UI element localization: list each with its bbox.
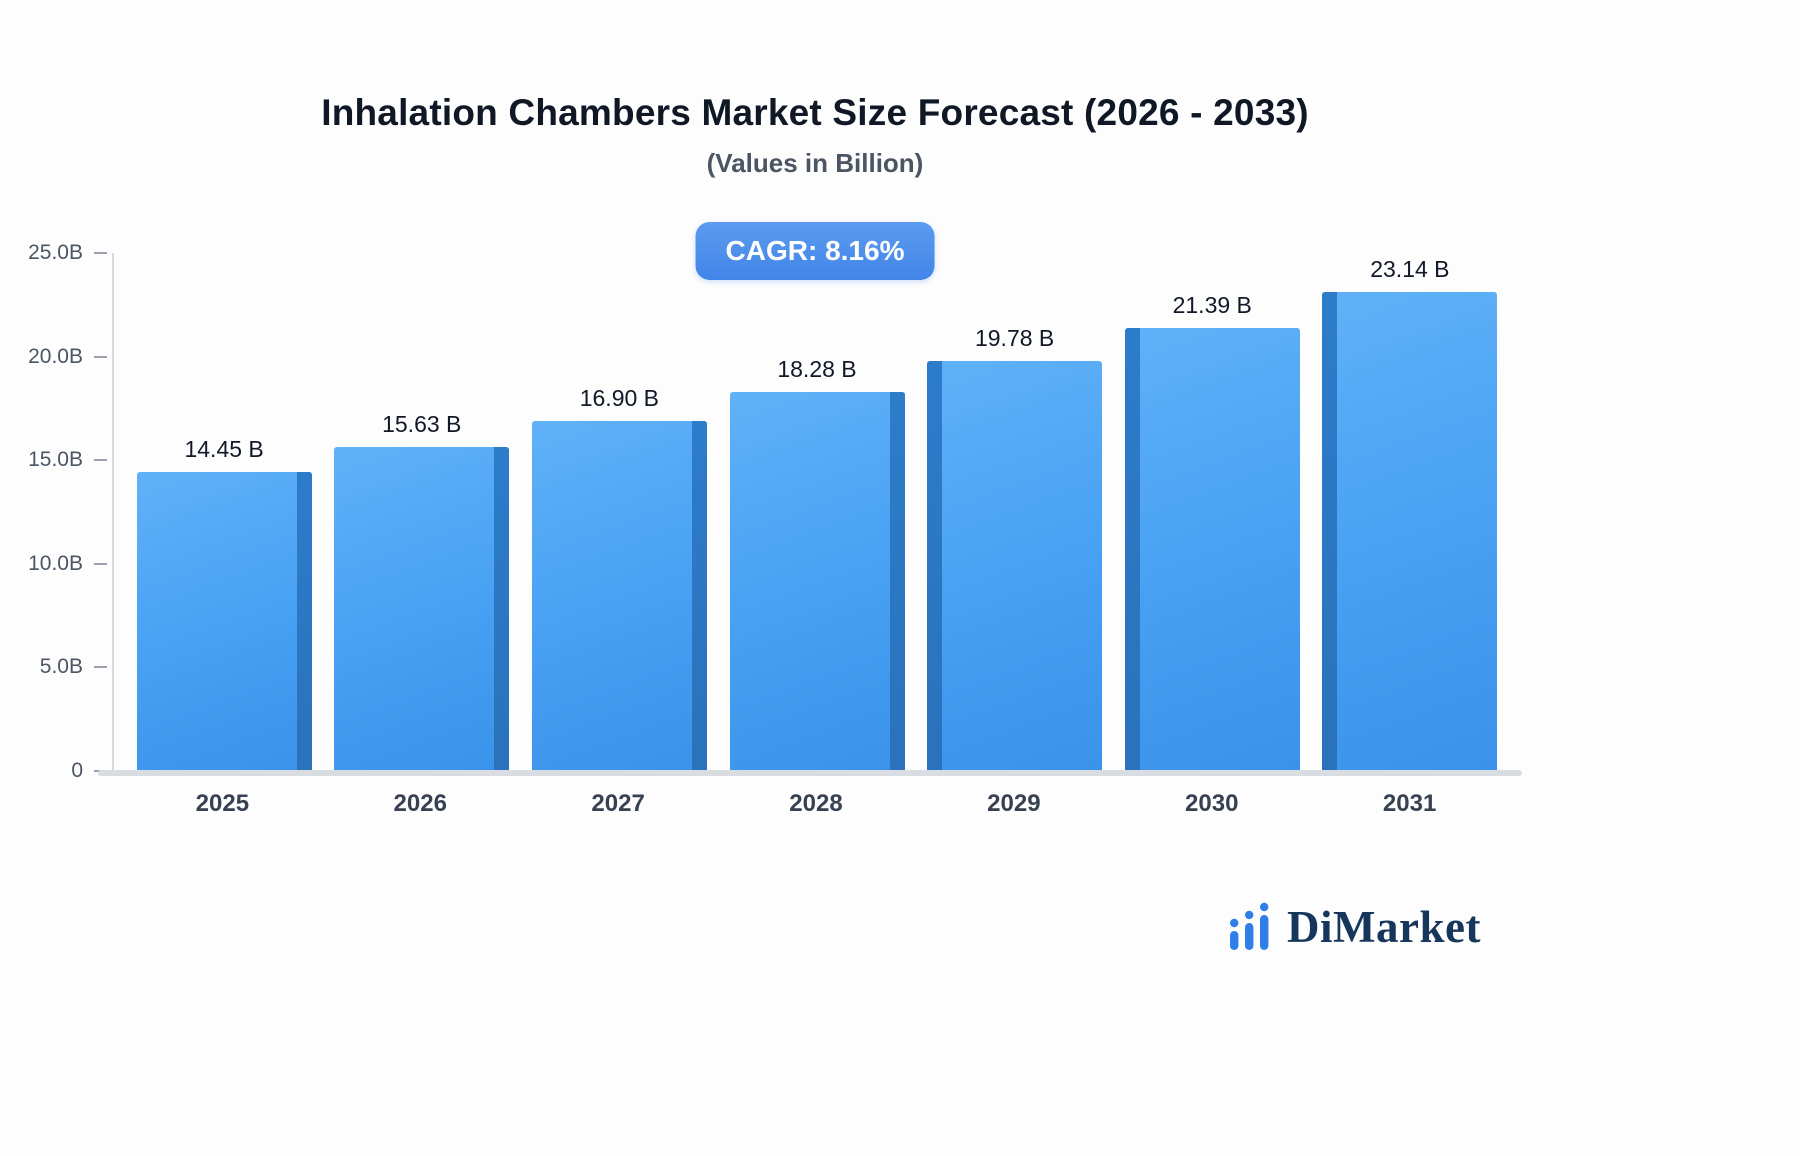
bar <box>729 392 905 771</box>
bar <box>334 447 510 771</box>
dimarket-logo-icon <box>1230 902 1269 950</box>
bar-value-label: 15.63 B <box>382 411 462 438</box>
cagr-badge: CAGR: 8.16% <box>695 222 935 280</box>
bar-3d-edge <box>691 420 707 771</box>
y-tick-label: 0 <box>71 759 83 782</box>
y-tick: 25.0B <box>0 241 112 265</box>
bar-group: 23.14 B <box>1322 255 1498 771</box>
y-tick-label: 25.0B <box>28 241 83 264</box>
bar-value-label: 18.28 B <box>777 356 857 383</box>
y-tick-label: 10.0B <box>28 551 83 575</box>
bar-group: 18.28 B <box>729 356 905 771</box>
bar <box>927 361 1103 771</box>
bar-group: 14.45 B <box>136 435 312 771</box>
y-tick-label: 15.0B <box>28 448 83 472</box>
y-tick: 20.0B <box>0 345 112 369</box>
x-axis-label: 2031 <box>1382 790 1437 817</box>
bar <box>1124 327 1300 771</box>
y-tick: 0 <box>0 759 112 783</box>
chart-subtitle: (Values in Billion) <box>706 148 924 178</box>
bar <box>531 420 707 771</box>
y-tick-dash <box>94 252 107 254</box>
logo: DiMarket <box>1228 901 1481 953</box>
bar <box>136 471 312 771</box>
x-axis-label: 2028 <box>789 790 843 817</box>
y-tick-dash <box>94 666 107 669</box>
bar-3d-edge <box>296 471 312 771</box>
bar-3d-edge <box>889 392 905 771</box>
x-axis-line <box>98 770 1522 776</box>
chart-card: Inhalation Chambers Market Size Forecast… <box>0 92 1630 953</box>
x-axis-label: 2025 <box>195 790 250 817</box>
y-tick: 5.0B <box>0 655 112 679</box>
bar-value-label: 16.90 B <box>579 384 660 411</box>
bar-group: 15.63 B <box>334 411 510 771</box>
y-tick-label: 20.0B <box>28 344 83 368</box>
bar-3d-edge <box>927 361 943 771</box>
bar-group: 21.39 B <box>1124 291 1300 771</box>
x-axis-labels: 2025 2026 2027 2028 2029 2030 2031 <box>112 790 1520 818</box>
bar-3d-edge <box>1124 327 1140 771</box>
bar-3d-edge <box>1322 291 1338 771</box>
bar-3d-edge <box>494 447 510 771</box>
plot-area: 14.45 B 15.63 B 16.90 B 18.28 B 19.78 B 21.39… <box>98 253 1522 776</box>
x-axis-label: 2027 <box>591 790 645 817</box>
bar-group: 19.78 B <box>927 325 1103 771</box>
bar-chart: 25.0B 20.0B 15.0B 10.0B 5.0B 0 14.45 B 15.63 B… <box>0 241 1630 782</box>
logo-text: DiMarket <box>1287 902 1481 952</box>
bar-group: 16.90 B <box>531 384 707 771</box>
y-axis: 25.0B 20.0B 15.0B 10.0B 5.0B 0 <box>0 241 112 782</box>
y-tick: 15.0B <box>0 448 112 472</box>
y-tick-dash <box>94 355 107 358</box>
x-axis-label: 2029 <box>987 790 1041 817</box>
bar-value-label: 21.39 B <box>1172 291 1252 318</box>
y-tick-dash <box>94 459 107 462</box>
x-axis-label: 2026 <box>393 790 447 817</box>
bar-value-label: 19.78 B <box>974 325 1055 352</box>
chart-title: Inhalation Chambers Market Size Forecast… <box>321 92 1309 133</box>
bars-container: 14.45 B 15.63 B 16.90 B 18.28 B 19.78 B 21.39… <box>114 253 1520 771</box>
y-tick-label: 5.0B <box>39 655 83 679</box>
bar-value-label: 23.14 B <box>1370 255 1450 282</box>
x-axis-label: 2030 <box>1185 790 1239 817</box>
y-tick: 10.0B <box>0 552 112 576</box>
bar-value-label: 14.45 B <box>184 435 264 462</box>
y-tick-dash <box>94 562 107 565</box>
bar <box>1322 291 1498 771</box>
